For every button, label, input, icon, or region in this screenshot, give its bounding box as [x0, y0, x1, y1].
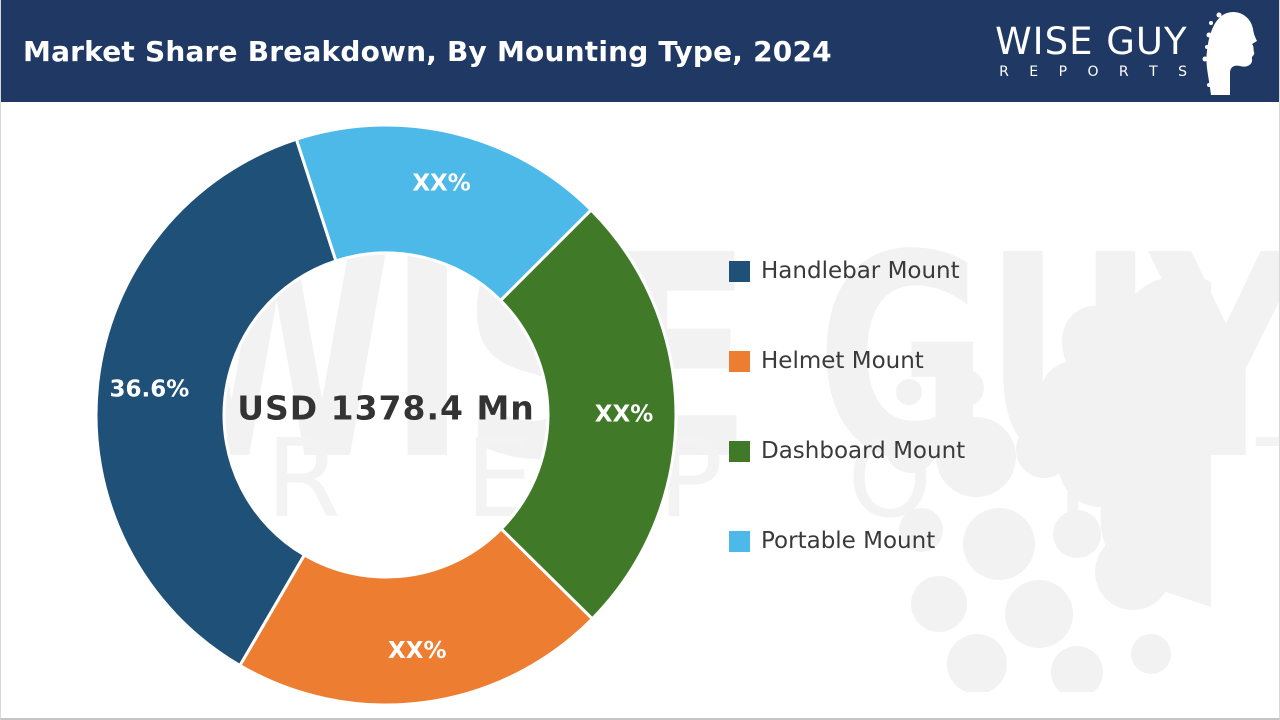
logo-line1: WISE GUY — [995, 19, 1188, 63]
pie-slice-dashboard-mount — [498, 207, 678, 621]
legend-swatch-helmet-mount — [729, 350, 750, 372]
legend-swatch-dashboard-mount — [729, 440, 750, 462]
legend-swatch-portable-mount — [729, 530, 750, 552]
legend-swatch-handlebar-mount — [729, 260, 750, 282]
legend-label-dashboard-mount: Dashboard Mount — [761, 437, 966, 464]
legend: Handlebar Mount Helmet Mount Dashboard Mou… — [729, 250, 965, 610]
slice-label-handlebar-mount: 36.6% — [110, 377, 190, 403]
logo-line2: R E P O R T S — [999, 63, 1195, 80]
chart-center-value: USD 1378.4 Mn — [237, 389, 535, 428]
logo-wordmark: WISE GUY R E P O R T S — [995, 23, 1195, 80]
logo-face-icon — [1202, 12, 1257, 95]
donut-chart: 36.6% XX% XX% XX% USD 1378.4 Mn — [94, 123, 678, 707]
page-title: Market Share Breakdown, By Mounting Type… — [23, 34, 832, 68]
legend-item-helmet-mount: Helmet Mount — [729, 340, 965, 382]
legend-item-handlebar-mount: Handlebar Mount — [729, 250, 965, 292]
chart-area: WISE GUY R E P O R T S 36.6%XX%XX%XX% US… — [1, 102, 1279, 718]
pie-slice-helmet-mount — [237, 526, 595, 707]
legend-label-handlebar-mount: Handlebar Mount — [761, 257, 960, 284]
legend-item-portable-mount: Portable Mount — [729, 520, 965, 562]
legend-item-dashboard-mount: Dashboard Mount — [729, 430, 965, 472]
legend-label-helmet-mount: Helmet Mount — [761, 347, 924, 374]
legend-label-portable-mount: Portable Mount — [761, 527, 936, 554]
slice-label-dashboard-mount: XX% — [595, 401, 654, 427]
slice-label-portable-mount: XX% — [412, 171, 471, 197]
header: Market Share Breakdown, By Mounting Type… — [1, 0, 1279, 102]
pie-slice-handlebar-mount — [94, 137, 338, 668]
pie-slice-portable-mount — [294, 123, 594, 303]
slice-label-helmet-mount: XX% — [388, 638, 447, 664]
brand-logo: WISE GUY R E P O R T S — [995, 7, 1261, 95]
